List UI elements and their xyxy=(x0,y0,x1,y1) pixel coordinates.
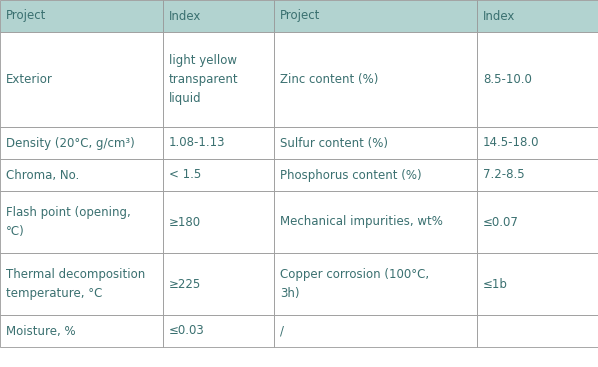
Text: Phosphorus content (%): Phosphorus content (%) xyxy=(280,168,422,182)
Text: Project: Project xyxy=(6,10,47,22)
Text: Zinc content (%): Zinc content (%) xyxy=(280,73,379,86)
Bar xyxy=(274,127,477,159)
Text: light yellow
transparent
liquid: light yellow transparent liquid xyxy=(169,54,239,105)
Bar xyxy=(163,191,274,253)
Text: Copper corrosion (100°C,
3h): Copper corrosion (100°C, 3h) xyxy=(280,268,429,300)
Bar xyxy=(274,0,477,32)
Text: Chroma, No.: Chroma, No. xyxy=(6,168,80,182)
Bar xyxy=(0,191,163,253)
Text: Flash point (opening,
°C): Flash point (opening, °C) xyxy=(6,206,131,238)
Bar xyxy=(0,159,163,191)
Text: Exterior: Exterior xyxy=(6,73,53,86)
Bar xyxy=(163,159,274,191)
Bar xyxy=(274,159,477,191)
Bar xyxy=(0,32,163,127)
Text: 14.5-18.0: 14.5-18.0 xyxy=(483,137,539,149)
Bar xyxy=(0,0,163,32)
Text: 8.5-10.0: 8.5-10.0 xyxy=(483,73,532,86)
Bar xyxy=(0,127,163,159)
Text: ≤0.07: ≤0.07 xyxy=(483,215,519,229)
Text: Density (20°C, g/cm³): Density (20°C, g/cm³) xyxy=(6,137,135,149)
Bar xyxy=(477,159,598,191)
Text: ≤0.03: ≤0.03 xyxy=(169,324,205,338)
Bar xyxy=(477,127,598,159)
Bar xyxy=(163,127,274,159)
Text: Index: Index xyxy=(483,10,515,22)
Bar xyxy=(477,32,598,127)
Bar xyxy=(163,315,274,347)
Bar xyxy=(477,315,598,347)
Text: ≥180: ≥180 xyxy=(169,215,201,229)
Bar xyxy=(274,253,477,315)
Bar xyxy=(477,253,598,315)
Text: Sulfur content (%): Sulfur content (%) xyxy=(280,137,388,149)
Bar xyxy=(0,253,163,315)
Bar xyxy=(477,191,598,253)
Bar xyxy=(274,315,477,347)
Text: /: / xyxy=(280,324,284,338)
Text: ≤1b: ≤1b xyxy=(483,277,508,291)
Bar xyxy=(274,191,477,253)
Bar xyxy=(163,253,274,315)
Bar xyxy=(163,32,274,127)
Text: ≥225: ≥225 xyxy=(169,277,202,291)
Text: 7.2-8.5: 7.2-8.5 xyxy=(483,168,524,182)
Text: 1.08-1.13: 1.08-1.13 xyxy=(169,137,225,149)
Text: < 1.5: < 1.5 xyxy=(169,168,202,182)
Bar xyxy=(477,0,598,32)
Text: Project: Project xyxy=(280,10,321,22)
Bar xyxy=(0,315,163,347)
Text: Thermal decomposition
temperature, °C: Thermal decomposition temperature, °C xyxy=(6,268,145,300)
Bar xyxy=(163,0,274,32)
Text: Index: Index xyxy=(169,10,202,22)
Text: Mechanical impurities, wt%: Mechanical impurities, wt% xyxy=(280,215,443,229)
Text: Moisture, %: Moisture, % xyxy=(6,324,75,338)
Bar xyxy=(274,32,477,127)
